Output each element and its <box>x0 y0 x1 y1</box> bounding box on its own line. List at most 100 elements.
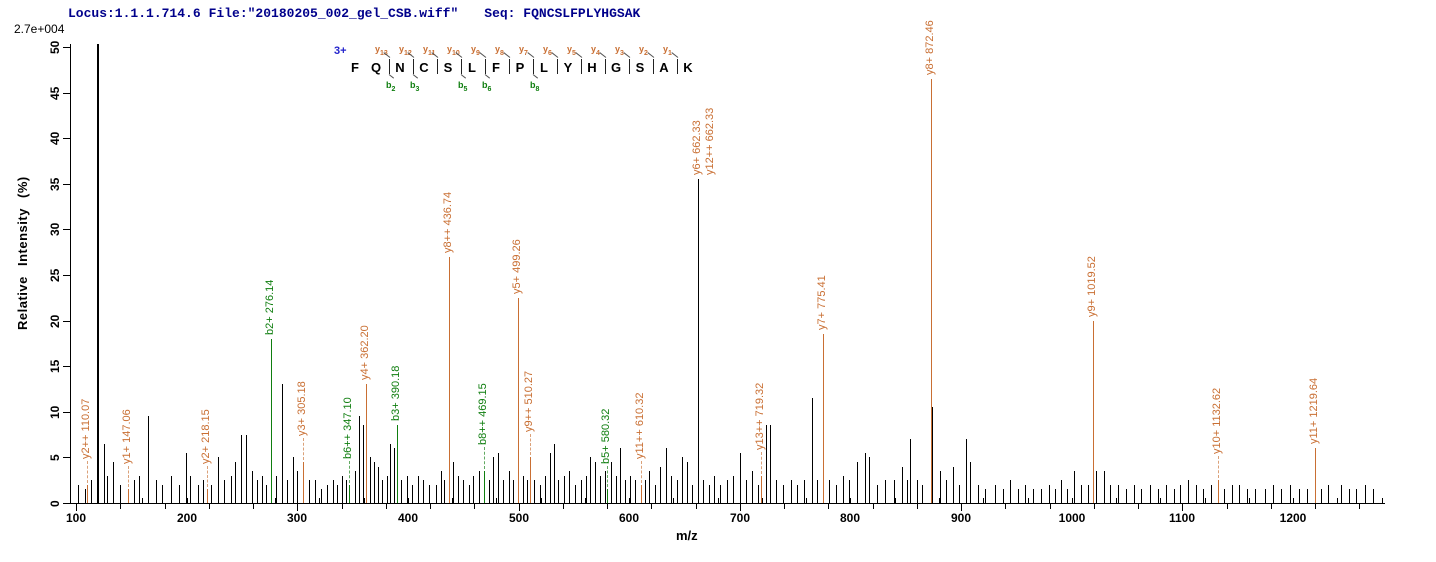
annotated-peak <box>87 484 88 503</box>
peak <box>1055 489 1056 503</box>
peak-label: b6++ 347.10 <box>342 397 354 460</box>
peak <box>1174 489 1175 503</box>
y-axis-tick-label: 35 <box>48 177 62 191</box>
y-axis-tick-label: 40 <box>48 131 62 145</box>
peak <box>473 475 474 503</box>
y-axis-tick-label: 5 <box>48 453 62 461</box>
peak <box>857 461 858 503</box>
peak <box>1033 489 1034 503</box>
y-axis-tick <box>63 47 70 48</box>
peak <box>953 466 954 503</box>
peak-label-leader <box>530 433 531 456</box>
y-axis-tick <box>63 138 70 139</box>
x-axis-tick <box>740 504 741 511</box>
peak <box>1018 489 1019 503</box>
peak <box>540 484 541 503</box>
peak <box>489 480 490 503</box>
peak <box>1134 484 1135 503</box>
peak <box>527 480 528 503</box>
peak <box>252 471 253 503</box>
x-axis-tick <box>541 498 542 503</box>
peak-label-leader <box>607 465 608 488</box>
peak <box>1067 489 1068 503</box>
peak <box>586 475 587 503</box>
peak <box>429 484 430 503</box>
peak-label: b2+ 276.14 <box>264 279 276 335</box>
x-axis-tick <box>1028 498 1029 503</box>
peak <box>412 484 413 503</box>
peak <box>1349 489 1350 503</box>
peak-label: y10+ 1132.62 <box>1211 388 1223 455</box>
peak <box>1307 489 1308 503</box>
y-axis-tick <box>63 229 70 230</box>
peak <box>148 416 149 503</box>
peak <box>1041 489 1042 503</box>
peak <box>469 484 470 503</box>
peak <box>463 480 464 503</box>
peak <box>394 448 395 503</box>
peak-label-leader <box>87 461 88 483</box>
fragment-separator <box>437 59 438 74</box>
y-axis-tick-label: 20 <box>48 314 62 328</box>
fragment-separator <box>533 59 534 74</box>
peak <box>378 466 379 503</box>
peak <box>198 484 199 503</box>
peak <box>162 484 163 503</box>
x-axis-tick-label: 900 <box>950 511 972 525</box>
peak-label: y9+ 1019.52 <box>1086 255 1098 317</box>
fragment-gap: y13 b2 <box>375 44 395 94</box>
peak <box>666 448 667 503</box>
fragment-gap: y3 <box>615 44 633 94</box>
peak <box>190 475 191 503</box>
peak <box>758 484 759 503</box>
spectrum-header: Locus:1.1.1.714.6 File:"20180205_002_gel_… <box>68 6 640 21</box>
fragment-gap: y1 <box>663 44 681 94</box>
peak <box>620 448 621 503</box>
peak <box>171 475 172 503</box>
x-axis-tick <box>784 504 785 509</box>
peak <box>327 484 328 503</box>
x-axis-tick-label: 1100 <box>1168 511 1196 525</box>
peak <box>1061 480 1062 503</box>
peak <box>359 416 360 503</box>
x-axis-tick <box>1227 504 1228 509</box>
peak <box>139 475 140 503</box>
annotated-peak <box>518 297 519 503</box>
peak-label-leader <box>128 465 129 488</box>
peak-label-leader <box>207 465 208 488</box>
annotated-peak <box>271 338 272 503</box>
charge-state-label: 3+ <box>334 45 347 57</box>
peak <box>315 480 316 503</box>
peak <box>1141 489 1142 503</box>
peak <box>1180 484 1181 503</box>
fragment-gap: y6 <box>543 44 561 94</box>
x-axis-tick <box>1050 504 1051 509</box>
x-axis-tick <box>718 498 719 503</box>
peak <box>655 484 656 503</box>
peak <box>630 475 631 503</box>
peak <box>458 475 459 503</box>
peak <box>869 457 870 503</box>
peak <box>766 425 767 503</box>
x-axis-tick <box>673 498 674 503</box>
peak-label: y13++ 719.32 <box>754 382 766 450</box>
y-ion-tick <box>575 52 583 58</box>
peak <box>309 480 310 503</box>
peak <box>1232 484 1233 503</box>
peak <box>235 461 236 503</box>
peak <box>423 480 424 503</box>
peak <box>97 44 99 503</box>
x-axis-tick <box>1271 504 1272 509</box>
b-ion-label: b5 <box>458 80 468 93</box>
x-axis-tick-label: 300 <box>286 511 308 525</box>
peak <box>107 475 108 503</box>
annotated-peak <box>641 484 642 503</box>
peak <box>917 480 918 503</box>
x-axis-tick-label: 100 <box>65 511 87 525</box>
peak <box>444 480 445 503</box>
peak <box>257 480 258 503</box>
peak <box>865 452 866 503</box>
fragment-gap: y8 <box>495 44 513 94</box>
peak-label-leader <box>761 451 762 474</box>
peak <box>493 457 494 503</box>
